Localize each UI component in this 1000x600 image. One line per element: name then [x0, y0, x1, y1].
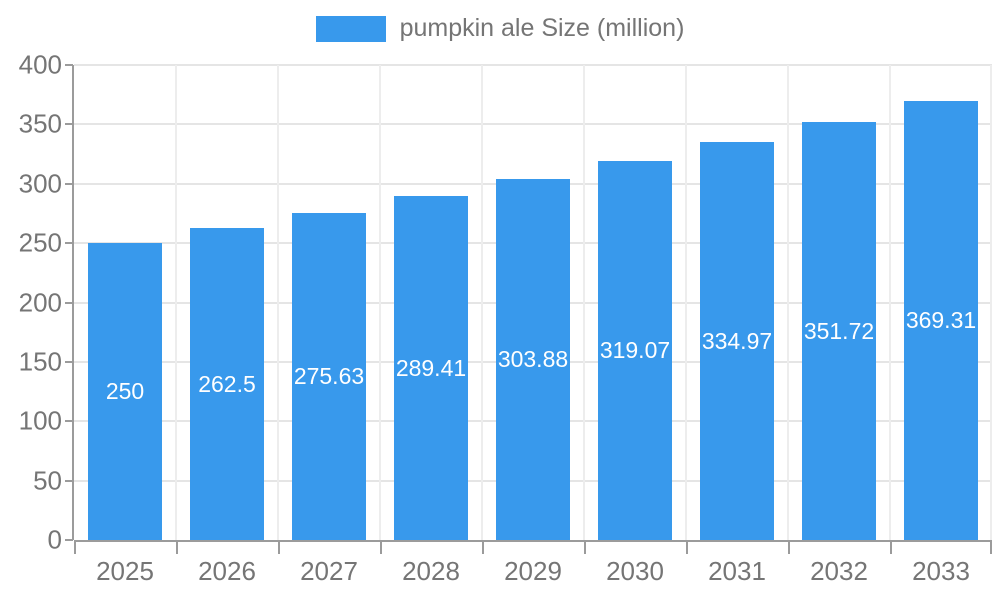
y-axis-tick: [65, 123, 73, 126]
grid-line-vertical: [481, 65, 483, 540]
bar-2026[interactable]: 262.5: [190, 228, 264, 540]
y-axis-tick: [65, 242, 73, 245]
bar-value-label: 319.07: [599, 337, 671, 364]
bar-2033[interactable]: 369.31: [904, 101, 978, 540]
x-tick-label: 2030: [606, 556, 664, 586]
x-axis-tick: [176, 540, 178, 554]
bar-value-label: 289.41: [395, 354, 467, 381]
x-tick-label: 2031: [708, 556, 766, 586]
bar-2027[interactable]: 275.63: [292, 212, 366, 540]
bar-value-label: 275.63: [293, 362, 365, 389]
x-axis-tick: [380, 540, 382, 554]
plot-area: 250 262.5 275.63 289.41 303.88 319.07 334.97 35…: [72, 64, 992, 542]
grid-line-vertical: [379, 65, 381, 540]
x-tick-label: 2026: [198, 556, 256, 586]
y-tick-label: 250: [18, 227, 62, 258]
y-tick-label: 350: [18, 108, 62, 139]
grid-line-vertical: [787, 65, 789, 540]
bar-2029[interactable]: 303.88: [496, 179, 570, 540]
legend-swatch: [315, 15, 386, 42]
bar-value-label: 250: [105, 378, 145, 405]
y-tick-label: 200: [18, 287, 62, 317]
grid-line-horizontal: [74, 64, 992, 66]
x-axis-tick: [584, 540, 586, 554]
grid-line-horizontal: [74, 123, 992, 126]
y-axis-tick: [65, 539, 73, 541]
bar-2031[interactable]: 334.97: [700, 142, 774, 540]
y-tick-label: 400: [18, 49, 62, 80]
chart-legend[interactable]: pumpkin ale Size (million): [0, 14, 1000, 43]
grid-line-vertical: [990, 65, 992, 540]
grid-line-vertical: [277, 65, 279, 540]
y-tick-label: 150: [18, 346, 62, 377]
x-axis-tick: [686, 540, 688, 554]
bar-2025[interactable]: 250: [88, 243, 162, 540]
x-axis-tick: [74, 540, 76, 554]
bar-value-label: 369.31: [905, 307, 977, 334]
x-tick-label: 2032: [810, 556, 868, 586]
y-axis-tick: [65, 360, 73, 363]
y-axis-line: [72, 65, 74, 540]
x-axis-tick: [788, 540, 790, 554]
y-axis-tick: [65, 420, 73, 423]
x-axis-tick: [990, 540, 992, 554]
y-axis-tick: [65, 479, 73, 482]
bar-2030[interactable]: 319.07: [598, 161, 672, 540]
grid-line-vertical: [583, 65, 585, 540]
bar-value-label: 262.5: [198, 370, 256, 397]
x-tick-label: 2029: [504, 556, 562, 586]
y-axis-tick: [65, 64, 73, 66]
bar-2028[interactable]: 289.41: [394, 196, 468, 540]
y-tick-label: 100: [18, 405, 62, 436]
x-axis-line: [74, 540, 992, 542]
bar-value-label: 351.72: [803, 317, 875, 344]
y-tick-label: 50: [33, 465, 62, 496]
x-tick-label: 2033: [912, 556, 970, 586]
y-tick-label: 300: [18, 168, 62, 199]
bar-value-label: 303.88: [497, 346, 569, 373]
bar-2032[interactable]: 351.72: [802, 122, 876, 540]
grid-line-vertical: [889, 65, 891, 540]
legend-label: pumpkin ale Size (million): [399, 14, 685, 42]
grid-line-vertical: [175, 65, 177, 540]
y-axis-tick: [65, 301, 73, 304]
x-tick-label: 2027: [300, 556, 358, 586]
bar-value-label: 334.97: [701, 327, 773, 354]
x-tick-label: 2028: [402, 556, 460, 586]
x-axis-tick: [278, 540, 280, 554]
grid-line-vertical: [685, 65, 687, 540]
x-axis-tick: [890, 540, 892, 554]
x-tick-label: 2025: [96, 556, 154, 586]
y-axis-tick: [65, 182, 73, 185]
x-axis-tick: [482, 540, 484, 554]
y-tick-label: 0: [47, 524, 62, 555]
